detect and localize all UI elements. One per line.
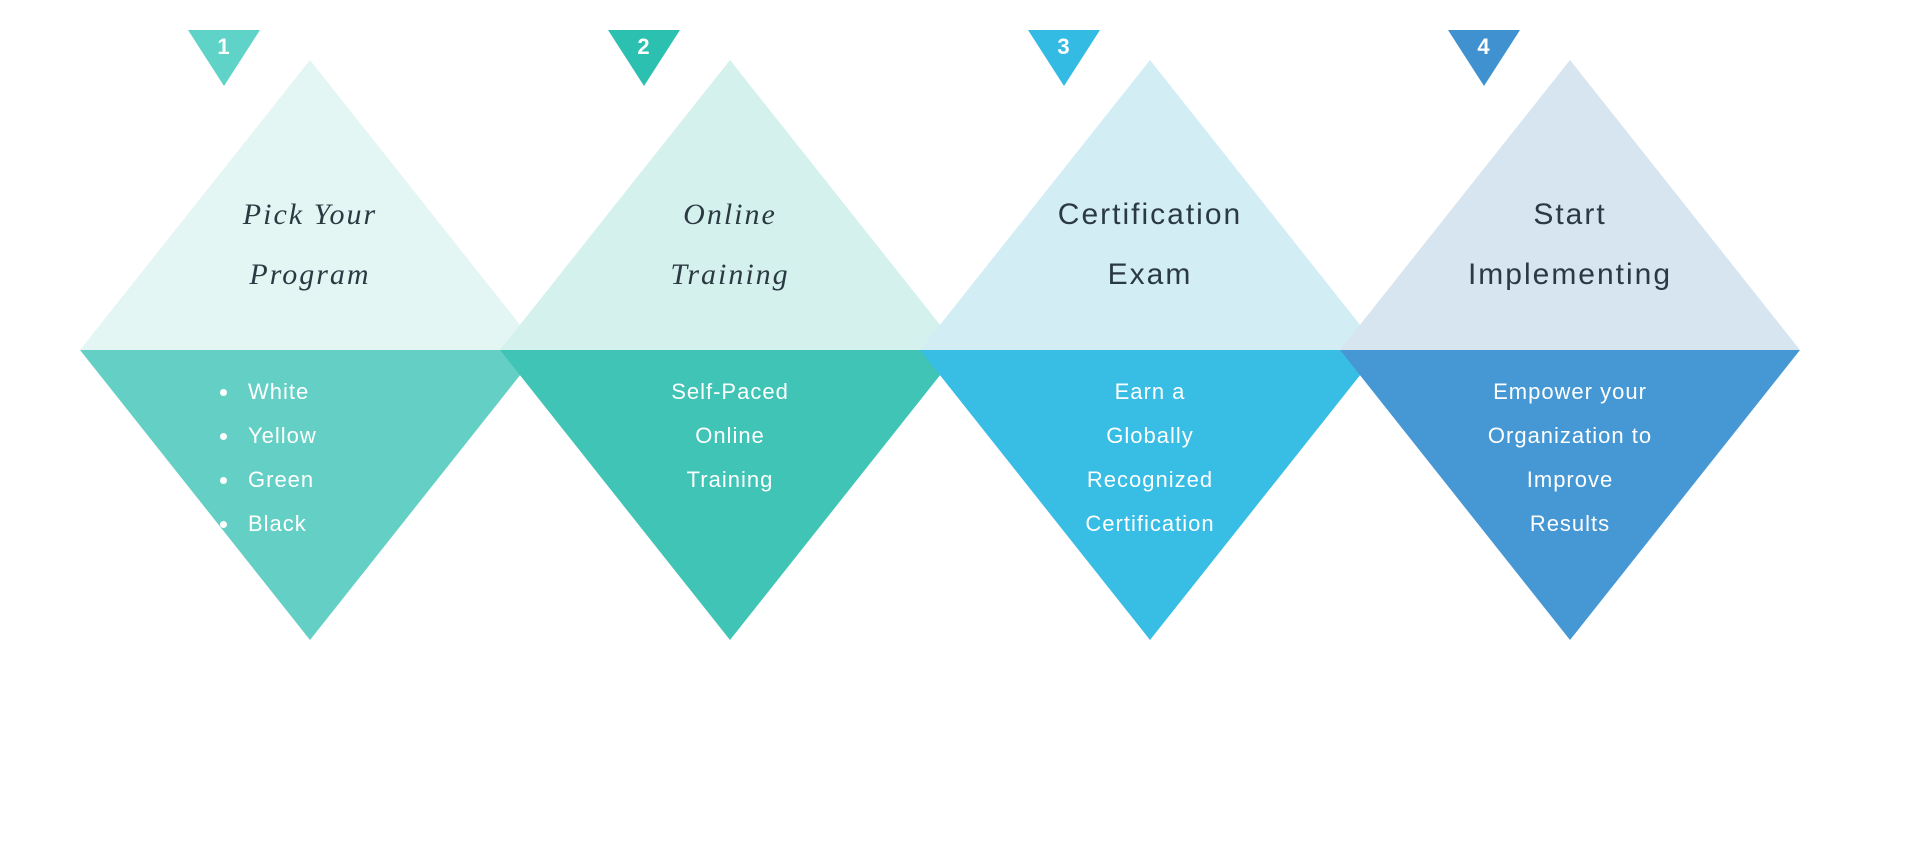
step-3-number: 3	[1028, 34, 1100, 60]
step-3: 3 Certification Exam Earn a Globally Rec…	[920, 0, 1380, 849]
step-2-title-line-1: Online	[580, 185, 880, 245]
infographic-stage: 1 Pick Your Program White Yellow Green B…	[0, 0, 1920, 849]
step-2-title-line-2: Training	[580, 245, 880, 305]
step-2-body: Self-Paced Online Training	[580, 370, 880, 502]
step-3-body: Earn a Globally Recognized Certification	[1000, 370, 1300, 546]
step-3-body-line-4: Certification	[1000, 502, 1300, 546]
list-item: Black	[240, 502, 380, 546]
step-4-body-line-4: Results	[1420, 502, 1720, 546]
step-3-title-line-2: Exam	[1000, 245, 1300, 305]
step-4-body-line-3: Improve	[1420, 458, 1720, 502]
list-item: Green	[240, 458, 380, 502]
step-4-title: Start Implementing	[1420, 185, 1720, 305]
step-2-title: Online Training	[580, 185, 880, 305]
step-1-title-line-2: Program	[160, 245, 460, 305]
step-4-title-line-1: Start	[1420, 185, 1720, 245]
step-3-body-line-3: Recognized	[1000, 458, 1300, 502]
step-4-body: Empower your Organization to Improve Res…	[1420, 370, 1720, 546]
step-2: 2 Online Training Self-Paced Online Trai…	[500, 0, 960, 849]
step-2-body-line-2: Online	[580, 414, 880, 458]
step-3-title: Certification Exam	[1000, 185, 1300, 305]
step-1-number: 1	[188, 34, 260, 60]
step-4: 4 Start Implementing Empower your Organi…	[1340, 0, 1800, 849]
step-1: 1 Pick Your Program White Yellow Green B…	[80, 0, 540, 849]
step-1-bullets: White Yellow Green Black	[240, 370, 380, 546]
step-4-body-line-1: Empower your	[1420, 370, 1720, 414]
list-item: Yellow	[240, 414, 380, 458]
step-2-body-line-3: Training	[580, 458, 880, 502]
step-3-body-line-2: Globally	[1000, 414, 1300, 458]
step-2-number: 2	[608, 34, 680, 60]
step-3-title-line-1: Certification	[1000, 185, 1300, 245]
step-4-body-line-2: Organization to	[1420, 414, 1720, 458]
step-1-title-line-1: Pick Your	[160, 185, 460, 245]
step-1-body: White Yellow Green Black	[160, 370, 460, 546]
list-item: White	[240, 370, 380, 414]
step-1-title: Pick Your Program	[160, 185, 460, 305]
step-4-number: 4	[1448, 34, 1520, 60]
step-4-title-line-2: Implementing	[1420, 245, 1720, 305]
step-3-body-line-1: Earn a	[1000, 370, 1300, 414]
step-2-body-line-1: Self-Paced	[580, 370, 880, 414]
